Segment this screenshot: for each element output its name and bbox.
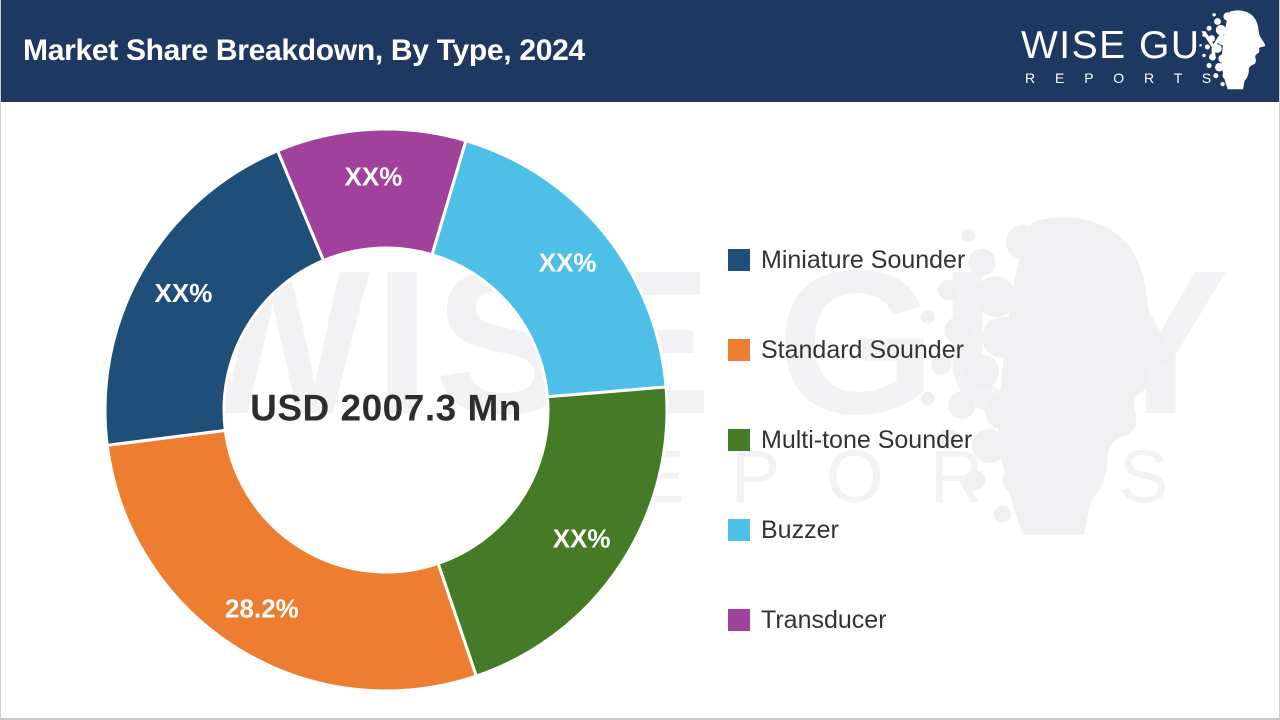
head-dot xyxy=(971,429,1006,464)
legend-swatch-standard-sounder xyxy=(728,339,750,361)
head-dot xyxy=(1215,24,1226,36)
legend-label: Miniature Sounder xyxy=(761,245,966,274)
donut-slice-multi-tone-sounder xyxy=(436,385,669,678)
donut-slice-buzzer xyxy=(430,139,668,399)
donut-center-value: USD 2007.3 Mn xyxy=(250,388,522,429)
legend-label: Standard Sounder xyxy=(761,335,964,364)
legend-swatch-miniature-sounder xyxy=(728,249,750,271)
head-dot xyxy=(968,249,996,277)
legend-label: Transducer xyxy=(761,605,887,634)
head-dot xyxy=(1237,24,1243,30)
head-dot xyxy=(1227,25,1237,35)
head-dot xyxy=(1060,272,1081,294)
slice-value-label: XX% xyxy=(553,523,611,553)
head-dot xyxy=(1202,33,1206,37)
head-dot xyxy=(1212,13,1216,17)
head-dot xyxy=(1231,14,1243,25)
wise-guy-reports-logo: WISE GUY R E P O R T S xyxy=(1021,8,1267,96)
slice-value-label: XX% xyxy=(155,278,213,308)
head-dot xyxy=(1213,44,1222,53)
legend-swatch-transducer xyxy=(728,609,750,631)
logo-subbrand-text: R E P O R T S xyxy=(1025,70,1220,86)
head-dot xyxy=(1222,45,1233,56)
head-dot xyxy=(1029,323,1057,351)
legend-swatch-multi-tone-sounder xyxy=(728,429,750,451)
slice-value-label: XX% xyxy=(539,247,597,277)
legend-item-multi-tone-sounder: Multi-tone Sounder xyxy=(728,425,973,454)
donut-slice-miniature-sounder xyxy=(103,149,325,447)
logo-brand-text: WISE GUY xyxy=(1021,24,1229,67)
donut-slice-labels: XX% XX% XX% 28.2% XX% xyxy=(155,161,611,623)
head-dot xyxy=(1230,79,1236,85)
legend-swatch-buzzer xyxy=(728,519,750,541)
slice-value-label: 28.2% xyxy=(225,593,299,623)
head-dot xyxy=(961,228,976,243)
head-dot xyxy=(1016,425,1044,453)
head-dot xyxy=(1039,235,1081,277)
head-dot xyxy=(985,395,1020,430)
page-title: Market Share Breakdown, By Type, 2024 xyxy=(23,34,585,67)
head-profile-shape xyxy=(998,217,1173,535)
logo-head-icon xyxy=(1199,10,1266,90)
head-dot xyxy=(1002,466,1030,494)
head-dot xyxy=(1002,357,1044,399)
head-dot xyxy=(1022,279,1057,314)
head-dot xyxy=(982,317,1023,358)
legend-item-buzzer: Buzzer xyxy=(728,515,972,544)
head-dot xyxy=(1039,463,1061,484)
head-dot xyxy=(1230,52,1236,58)
donut-slice-standard-sounder xyxy=(105,428,478,693)
head-dot xyxy=(1220,82,1225,87)
head-dot xyxy=(1223,12,1232,21)
head-dot xyxy=(1053,422,1074,443)
head-dot xyxy=(1214,18,1221,25)
chart-legend: Miniature Sounder Standard Sounder Multi… xyxy=(728,245,973,697)
legend-item-transducer: Transducer xyxy=(728,605,972,634)
head-dot xyxy=(1033,497,1054,518)
head-dot xyxy=(993,505,1011,523)
donut-chart: XX% XX% XX% 28.2% XX% USD 2007.3 Mn xyxy=(103,127,669,693)
head-dot xyxy=(1033,388,1054,409)
slice-value-label: XX% xyxy=(345,161,403,191)
head-dot xyxy=(1209,53,1216,61)
head-dot xyxy=(1213,73,1219,79)
head-dot xyxy=(975,276,1016,317)
head-dot xyxy=(1231,71,1237,77)
legend-label: Multi-tone Sounder xyxy=(761,425,973,454)
header-bar: Market Share Breakdown, By Type, 2024 WI… xyxy=(1,0,1279,102)
head-dot xyxy=(1229,36,1237,44)
head-dot xyxy=(1217,35,1228,46)
legend-item-miniature-sounder: Miniature Sounder xyxy=(728,245,972,274)
legend-item-standard-sounder: Standard Sounder xyxy=(728,335,972,364)
head-dot xyxy=(1218,54,1227,63)
head-dot xyxy=(1206,25,1212,31)
head-dot xyxy=(1206,63,1212,69)
head-dot xyxy=(1202,53,1206,58)
head-dot xyxy=(1226,62,1233,69)
head-dot xyxy=(1208,35,1215,42)
legend-label: Buzzer xyxy=(761,515,839,544)
donut-slices xyxy=(103,127,669,693)
head-dot xyxy=(1199,43,1202,47)
head-dot xyxy=(1235,61,1241,67)
head-dot xyxy=(1005,225,1040,260)
head-dot xyxy=(1222,72,1230,80)
head-dot xyxy=(1215,63,1224,72)
head-dot xyxy=(1204,44,1210,50)
